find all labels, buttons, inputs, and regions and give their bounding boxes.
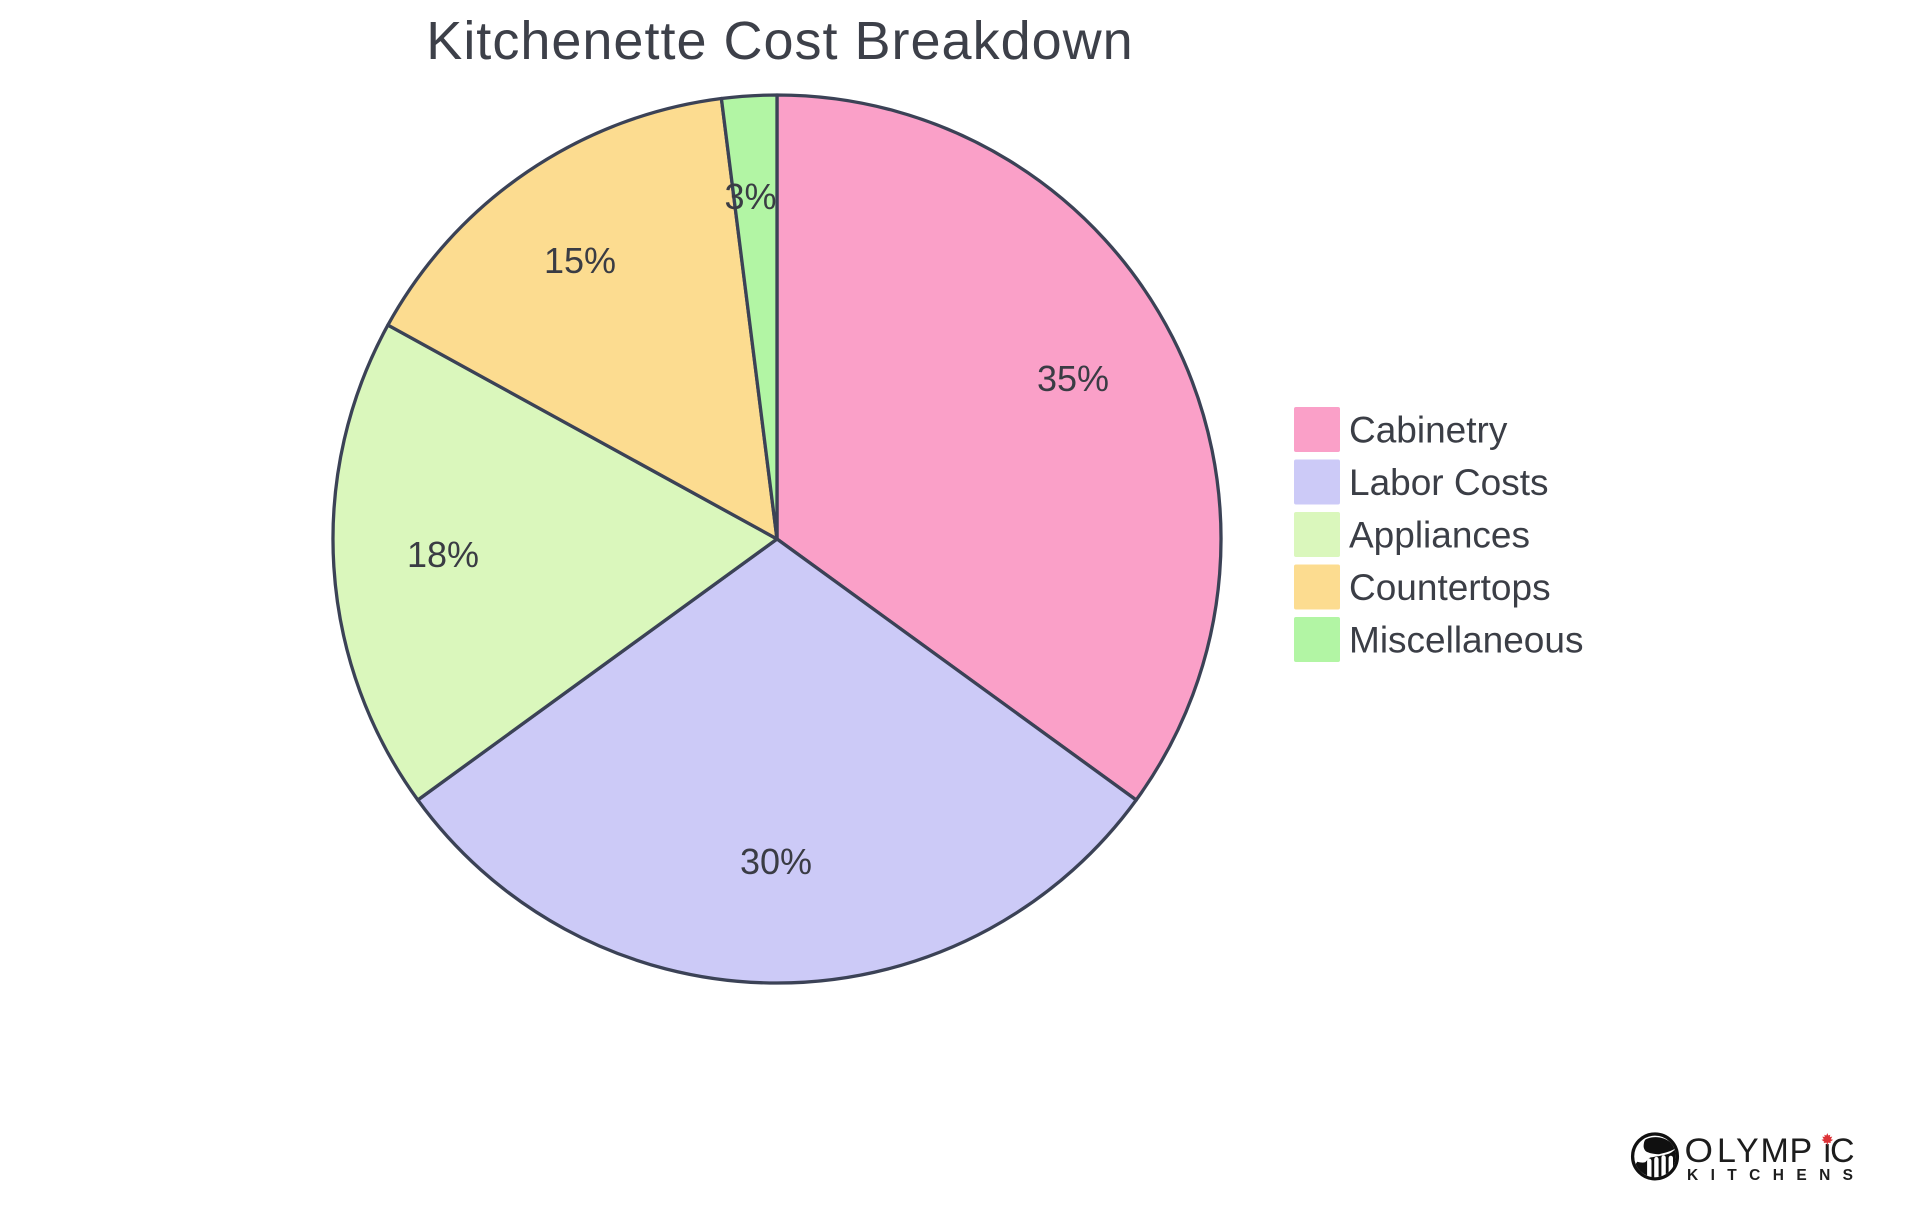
svg-text:18%: 18% [407, 534, 479, 575]
svg-text:L: L [1717, 1132, 1736, 1170]
svg-text:C: C [1830, 1132, 1855, 1170]
svg-text:Y: Y [1736, 1132, 1759, 1170]
svg-text:Countertops: Countertops [1349, 567, 1551, 608]
svg-text:Appliances: Appliances [1349, 515, 1530, 556]
svg-text:30%: 30% [740, 841, 812, 882]
svg-text:15%: 15% [544, 240, 616, 281]
svg-text:Kitchenette Cost Breakdown: Kitchenette Cost Breakdown [426, 11, 1133, 71]
svg-text:Labor Costs: Labor Costs [1349, 462, 1549, 503]
svg-text:M: M [1761, 1132, 1789, 1170]
svg-text:Miscellaneous: Miscellaneous [1349, 620, 1583, 661]
svg-text:35%: 35% [1037, 358, 1109, 399]
svg-text:Cabinetry: Cabinetry [1349, 410, 1508, 451]
svg-text:ı: ı [1823, 1132, 1832, 1170]
svg-text:P: P [1790, 1132, 1813, 1170]
svg-text:3%: 3% [724, 176, 776, 217]
svg-text:O: O [1685, 1132, 1714, 1170]
